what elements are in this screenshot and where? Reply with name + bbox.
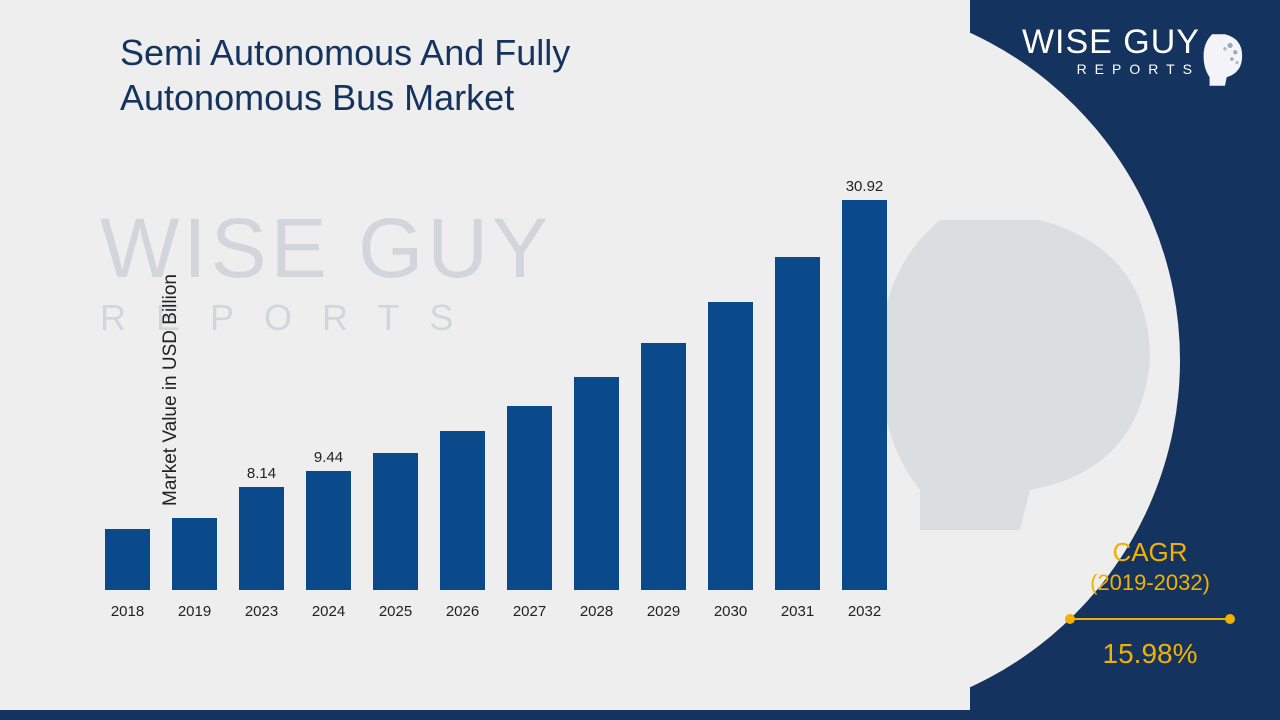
brand-logo: WISE GUY REPORTS bbox=[1022, 25, 1250, 77]
x-axis-category: 2024 bbox=[306, 603, 351, 620]
bar bbox=[574, 377, 619, 590]
bar-group: . bbox=[775, 235, 820, 590]
bar-group: . bbox=[373, 431, 418, 590]
x-axis-category: 2026 bbox=[440, 603, 485, 620]
bar-value-label: 9.44 bbox=[314, 449, 343, 467]
bar bbox=[842, 200, 887, 590]
bar-group: . bbox=[507, 384, 552, 590]
cagr-period: (2019-2032) bbox=[1050, 570, 1250, 596]
x-axis-category: 2019 bbox=[172, 603, 217, 620]
chart-area: Market Value in USD Billion ..8.149.44..… bbox=[95, 160, 905, 620]
bar bbox=[105, 529, 150, 590]
cagr-divider-line bbox=[1070, 618, 1230, 620]
cagr-box: CAGR (2019-2032) 15.98% bbox=[1050, 537, 1250, 670]
bar bbox=[507, 406, 552, 590]
x-axis-category: 2030 bbox=[708, 603, 753, 620]
x-axis-category: 2025 bbox=[373, 603, 418, 620]
bar-group: . bbox=[172, 496, 217, 590]
x-axis-category: 2027 bbox=[507, 603, 552, 620]
cagr-title: CAGR bbox=[1050, 537, 1250, 568]
x-axis-category: 2031 bbox=[775, 603, 820, 620]
bottom-accent-bar bbox=[0, 710, 970, 720]
bar bbox=[373, 453, 418, 590]
logo-sub-text: REPORTS bbox=[1022, 61, 1200, 77]
chart-title: Semi Autonomous And Fully Autonomous Bus… bbox=[120, 30, 740, 120]
bar bbox=[306, 471, 351, 590]
bar-group: . bbox=[574, 355, 619, 590]
bar bbox=[641, 343, 686, 590]
logo-main-text: WISE GUY bbox=[1022, 25, 1200, 59]
bars-container: .. 8.14 9.44....... 30.92 bbox=[105, 170, 905, 590]
head-profile-icon bbox=[1195, 30, 1255, 90]
bar bbox=[440, 431, 485, 590]
x-axis-category: 2023 bbox=[239, 603, 284, 620]
bar-group: 9.44 bbox=[306, 449, 351, 590]
bar bbox=[239, 487, 284, 590]
x-axis-category: 2018 bbox=[105, 603, 150, 620]
bar-value-label: 30.92 bbox=[846, 178, 884, 196]
bar-group: . bbox=[105, 507, 150, 590]
bar-group: 8.14 bbox=[239, 465, 284, 590]
cagr-value: 15.98% bbox=[1050, 638, 1250, 670]
bar-group: . bbox=[641, 321, 686, 590]
bar-group: . bbox=[708, 280, 753, 590]
bar bbox=[172, 518, 217, 590]
bar bbox=[708, 302, 753, 590]
bar-value-label: 8.14 bbox=[247, 465, 276, 483]
x-axis-category: 2028 bbox=[574, 603, 619, 620]
x-axis-category: 2032 bbox=[842, 603, 887, 620]
x-axis-labels: 2018 2019 2023 2024 2025 2026 2027 2028 2029 2030… bbox=[105, 603, 905, 620]
bar-group: 30.92 bbox=[842, 178, 887, 590]
bar bbox=[775, 257, 820, 590]
bar-group: . bbox=[440, 409, 485, 590]
x-axis-category: 2029 bbox=[641, 603, 686, 620]
